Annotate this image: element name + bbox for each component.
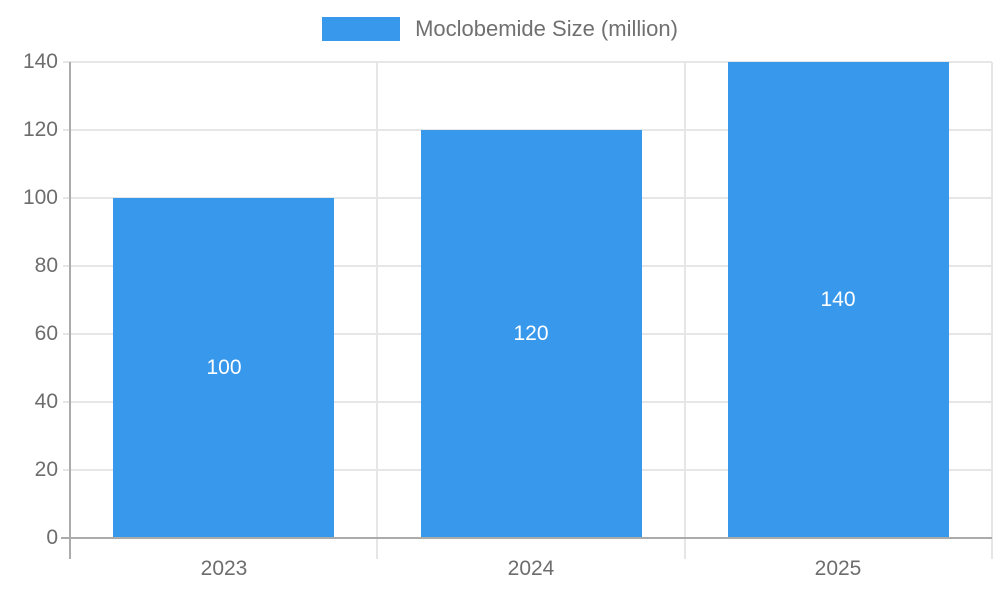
category-gridline xyxy=(376,62,378,559)
y-axis-tick-label: 0 xyxy=(46,526,58,549)
x-axis-line xyxy=(61,537,992,539)
y-axis-tick-label: 20 xyxy=(34,458,58,481)
bar-value-label: 140 xyxy=(820,288,856,311)
x-axis-tick-label: 2023 xyxy=(200,557,248,580)
category-gridline xyxy=(684,62,686,559)
bar-value-label: 120 xyxy=(513,322,549,345)
bar-value-label: 100 xyxy=(206,356,242,379)
y-gridline xyxy=(63,61,992,63)
y-axis-tick-label: 40 xyxy=(34,390,58,413)
bar[interactable] xyxy=(728,62,949,538)
y-axis-tick-label: 120 xyxy=(22,118,58,141)
y-axis-line xyxy=(69,62,71,559)
x-axis-tick-label: 2024 xyxy=(507,557,555,580)
legend-swatch xyxy=(322,17,401,41)
legend-label: Moclobemide Size (million) xyxy=(415,16,678,41)
category-gridline xyxy=(991,62,993,559)
y-axis-tick-label: 140 xyxy=(22,50,58,73)
bar[interactable] xyxy=(421,130,642,538)
y-axis-tick-label: 80 xyxy=(34,254,58,277)
y-axis-tick-label: 60 xyxy=(34,322,58,345)
x-axis-tick-label: 2025 xyxy=(814,557,862,580)
legend[interactable]: Moclobemide Size (million) xyxy=(0,16,1000,42)
bar[interactable] xyxy=(113,198,334,538)
y-axis-tick-label: 100 xyxy=(22,186,58,209)
